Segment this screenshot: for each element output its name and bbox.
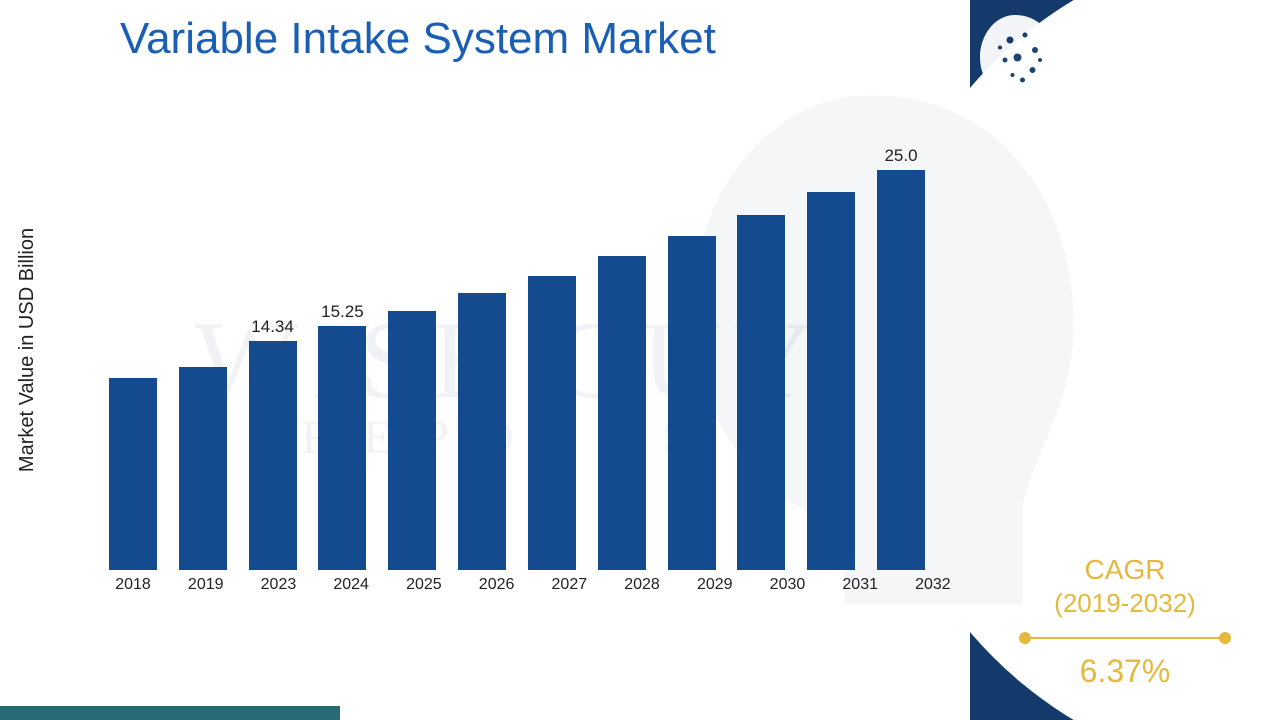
brand-line1: WISE GUY [1055, 18, 1252, 56]
x-tick: 2025 [389, 576, 459, 594]
bar [877, 170, 925, 570]
bar-wrap [726, 191, 796, 570]
bar-value-label: 25.0 [884, 146, 917, 166]
y-axis-label: Market Value in USD Billion [16, 140, 56, 560]
bars-row: 14.3415.2525.0 [98, 150, 936, 570]
x-tick: 2029 [680, 576, 750, 594]
x-tick: 2024 [316, 576, 386, 594]
bar-value-label: 14.34 [251, 317, 294, 337]
bar-wrap: 14.34 [238, 317, 308, 570]
bar-wrap [98, 354, 168, 570]
x-tick: 2032 [898, 576, 968, 594]
x-axis-ticks: 2018201920232024202520262027202820292030… [98, 576, 968, 594]
cagr-label: CAGR [970, 554, 1280, 586]
x-tick: 2018 [98, 576, 168, 594]
bar [528, 276, 576, 570]
bar [388, 311, 436, 570]
bar [318, 326, 366, 570]
x-tick: 2026 [462, 576, 532, 594]
bar-wrap [377, 287, 447, 570]
x-tick: 2028 [607, 576, 677, 594]
x-tick: 2023 [243, 576, 313, 594]
bar [249, 341, 297, 570]
bar-value-label: 15.25 [321, 302, 364, 322]
cagr-value: 6.37% [970, 653, 1280, 690]
cagr-block: CAGR (2019-2032) 6.37% [970, 554, 1280, 690]
x-tick: 2019 [171, 576, 241, 594]
chart-title: Variable Intake System Market [120, 14, 716, 64]
bar [598, 256, 646, 570]
bar-wrap [447, 269, 517, 570]
brand-logo-text: WISE GUY REPORTS [1055, 18, 1252, 72]
bar-wrap [517, 252, 587, 570]
bar [737, 215, 785, 570]
bar-wrap [796, 168, 866, 570]
x-tick: 2027 [534, 576, 604, 594]
footer-accent-bar [0, 706, 340, 720]
bar [109, 378, 157, 570]
brand-line2: REPORTS [1055, 54, 1252, 72]
bar-wrap: 15.25 [307, 302, 377, 570]
cagr-years: (2019-2032) [970, 588, 1280, 619]
bar-wrap [587, 232, 657, 570]
bar-wrap [168, 343, 238, 570]
chart-area: 14.3415.2525.0 [66, 150, 936, 570]
bar [668, 236, 716, 570]
x-tick: 2030 [752, 576, 822, 594]
bar [179, 367, 227, 570]
brand-head-icon [960, 10, 1070, 120]
infographic-canvas: WISE GUY REPORTS Variable Intake System … [0, 0, 1280, 720]
bar [458, 293, 506, 570]
x-tick: 2031 [825, 576, 895, 594]
bar-wrap: 25.0 [866, 146, 936, 570]
bar [807, 192, 855, 570]
cagr-divider [1025, 637, 1225, 639]
bar-wrap [657, 212, 727, 570]
